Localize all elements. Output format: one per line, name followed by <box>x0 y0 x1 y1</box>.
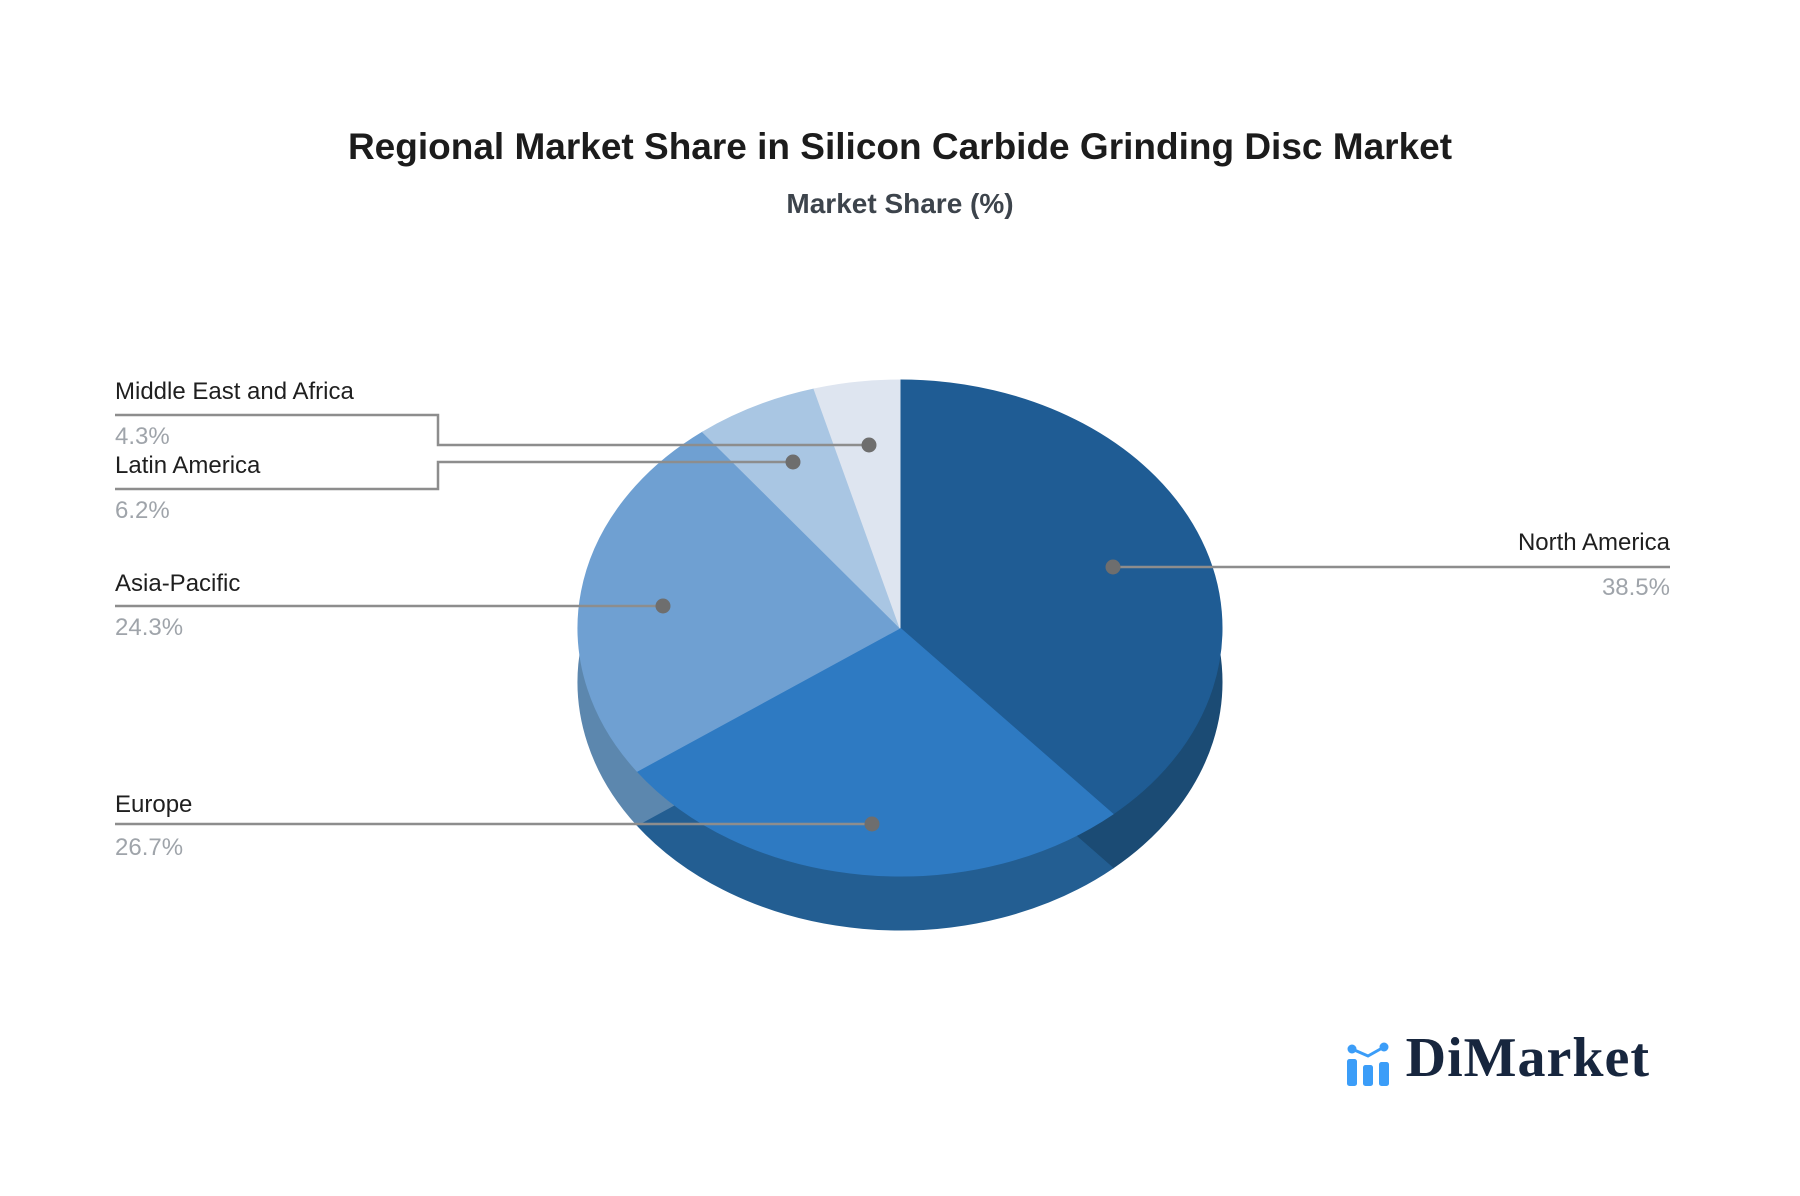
slice-name-latin-america: Latin America <box>115 452 261 479</box>
pie-slice-north-america[interactable] <box>899 379 1223 815</box>
connector-dot-europe <box>864 816 880 832</box>
connector-dot-north-america <box>1105 559 1121 575</box>
chart-title: Regional Market Share in Silicon Carbide… <box>347 126 1453 167</box>
logo: DiMarket <box>1346 1026 1650 1086</box>
slice-value-latin-america: 6.2% <box>115 497 170 524</box>
pie-slice-middle-east-and-africa[interactable] <box>813 379 901 629</box>
chart-subtitle: Market Share (%) <box>786 188 1014 219</box>
slice-value-asia-pacific: 24.3% <box>115 614 184 641</box>
slice-value-north-america: 38.5% <box>1601 574 1670 601</box>
slice-name-north-america: North America <box>1517 529 1670 556</box>
pie-slice-asia-pacific[interactable] <box>577 431 901 772</box>
connector-dot-asia-pacific <box>655 598 671 614</box>
logo-text: DiMarket <box>1405 1027 1650 1089</box>
pie-slice-latin-america[interactable] <box>701 388 901 629</box>
bar-line-chart-icon <box>1346 1042 1389 1086</box>
connector-dot-middle-east-and-africa <box>861 437 877 453</box>
slice-name-middle-east-and-africa: Middle East and Africa <box>115 378 354 405</box>
slice-value-europe: 26.7% <box>115 834 184 861</box>
slice-name-europe: Europe <box>115 791 193 818</box>
connector-line-middle-east-and-africa <box>115 413 869 447</box>
slice-name-asia-pacific: Asia-Pacific <box>115 570 241 597</box>
pie-slice-europe[interactable] <box>636 627 1114 877</box>
connector-line-latin-america <box>115 460 793 491</box>
connector-dot-latin-america <box>785 454 801 470</box>
slice-value-middle-east-and-africa: 4.3% <box>115 423 170 450</box>
